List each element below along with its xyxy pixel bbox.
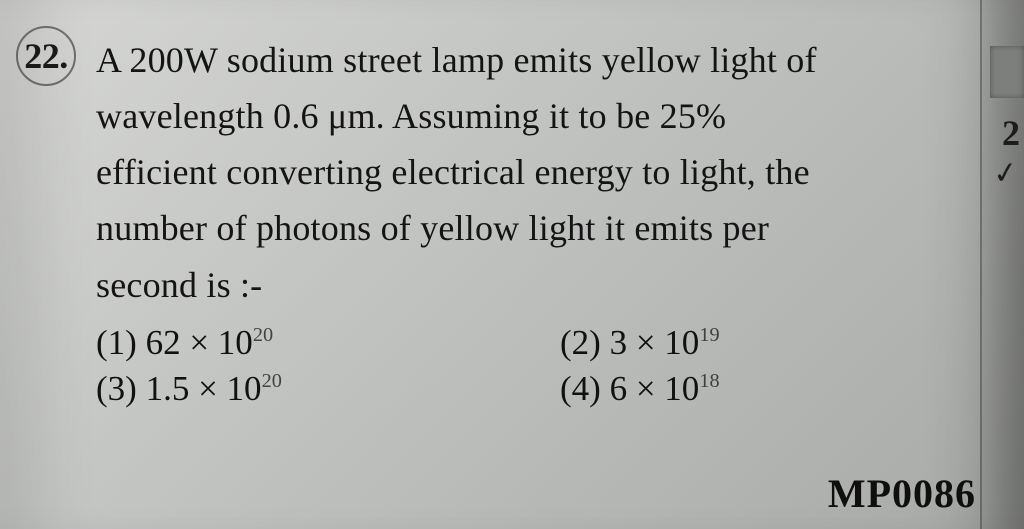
question-number-wrap: 22. [14,24,78,88]
adjacent-page-number-fragment: 2 [1002,112,1020,154]
option-value: 1.5 × 1020 [146,369,282,408]
option-2: (2) 3 × 1019 [560,323,984,363]
option-label: (4) [560,369,601,408]
options-grid: (1) 62 × 1020 (2) 3 × 1019 (3) 1.5 × 102… [96,323,984,409]
question-line: efficient converting electrical energy t… [96,152,810,192]
adjacent-page-tick-icon: ✓ [991,154,1021,192]
option-label: (1) [96,323,137,362]
option-1: (1) 62 × 1020 [96,323,520,363]
question-code: MP0086 [828,470,976,517]
option-label: (3) [96,369,137,408]
adjacent-page-block [990,46,1024,98]
question-text: A 200W sodium street lamp emits yellow l… [96,32,920,313]
option-value: 3 × 1019 [610,323,720,362]
option-value: 6 × 1018 [610,369,720,408]
question-number-circle [16,26,76,86]
question-line: wavelength 0.6 μm. Assuming it to be 25% [96,96,726,136]
question-line: A 200W sodium street lamp emits yellow l… [96,40,817,80]
question-line: number of photons of yellow light it emi… [96,208,769,248]
question-line: second is :- [96,265,262,305]
option-value: 62 × 1020 [146,323,274,362]
page-surface: 22. A 200W sodium street lamp emits yell… [0,0,1024,529]
question-block: A 200W sodium street lamp emits yellow l… [96,32,920,313]
option-4: (4) 6 × 1018 [560,369,984,409]
option-label: (2) [560,323,601,362]
option-3: (3) 1.5 × 1020 [96,369,520,409]
